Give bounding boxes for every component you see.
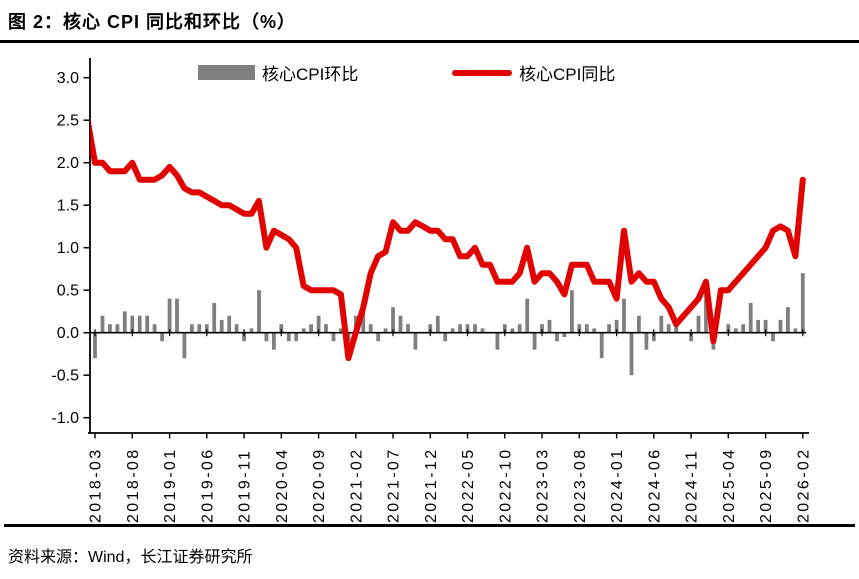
svg-text:2019-06: 2019-06 — [199, 447, 216, 523]
svg-text:2026-02: 2026-02 — [795, 447, 812, 523]
legend-item-yoy: 核心CPI同比 — [452, 60, 615, 85]
line-swatch-icon — [452, 69, 512, 76]
x-axis: 2018-03 2018-08 2019-01 2019-06 2019-11 2020-… — [88, 432, 812, 523]
svg-text:2019-11: 2019-11 — [237, 449, 254, 523]
zero-axis — [90, 329, 806, 337]
legend-label-mom: 核心CPI环比 — [262, 65, 359, 84]
svg-text:2023-08: 2023-08 — [572, 447, 589, 523]
legend-label-yoy: 核心CPI同比 — [519, 65, 616, 84]
svg-text:1.0: 1.0 — [57, 240, 79, 257]
bar-swatch-icon — [198, 65, 255, 80]
svg-text:0.5: 0.5 — [57, 283, 79, 300]
source-note: 资料来源：Wind，长江证券研究所 — [8, 549, 253, 566]
svg-text:2021-12: 2021-12 — [423, 447, 440, 523]
y-axis: 3.0 2.5 2.0 1.5 1.0 0.5 0.0 -0.5 -1.0 — [51, 58, 91, 433]
svg-text:2020-09: 2020-09 — [311, 447, 328, 523]
svg-text:2020-04: 2020-04 — [274, 447, 291, 523]
yoy-line — [90, 118, 806, 362]
svg-text:2022-10: 2022-10 — [497, 447, 514, 523]
svg-text:2025-04: 2025-04 — [721, 447, 738, 523]
mom-bars — [93, 273, 805, 376]
figure-bottom-rule — [4, 524, 855, 527]
svg-text:2.0: 2.0 — [57, 155, 79, 172]
svg-text:2018-08: 2018-08 — [125, 447, 142, 523]
svg-text:2024-06: 2024-06 — [646, 447, 663, 523]
figure-title: 图 2：核心 CPI 同比和环比（%） — [8, 12, 297, 32]
svg-text:2024-01: 2024-01 — [609, 447, 626, 523]
svg-text:3.0: 3.0 — [57, 70, 79, 87]
svg-text:2018-03: 2018-03 — [88, 447, 105, 523]
svg-text:2022-05: 2022-05 — [460, 447, 477, 523]
svg-text:-1.0: -1.0 — [51, 410, 79, 427]
svg-text:2019-01: 2019-01 — [162, 447, 179, 523]
svg-text:2023-03: 2023-03 — [535, 447, 552, 523]
svg-text:1.5: 1.5 — [57, 198, 79, 215]
title-underline — [0, 40, 859, 43]
svg-text:2021-07: 2021-07 — [386, 447, 403, 523]
svg-text:2.5: 2.5 — [57, 113, 79, 130]
svg-text:-0.5: -0.5 — [51, 368, 79, 385]
svg-text:2024-11: 2024-11 — [684, 449, 701, 523]
legend-item-mom: 核心CPI环比 — [198, 60, 358, 85]
svg-text:0.0: 0.0 — [57, 325, 79, 342]
svg-text:2025-09: 2025-09 — [758, 447, 775, 523]
svg-text:2021-02: 2021-02 — [348, 447, 365, 523]
